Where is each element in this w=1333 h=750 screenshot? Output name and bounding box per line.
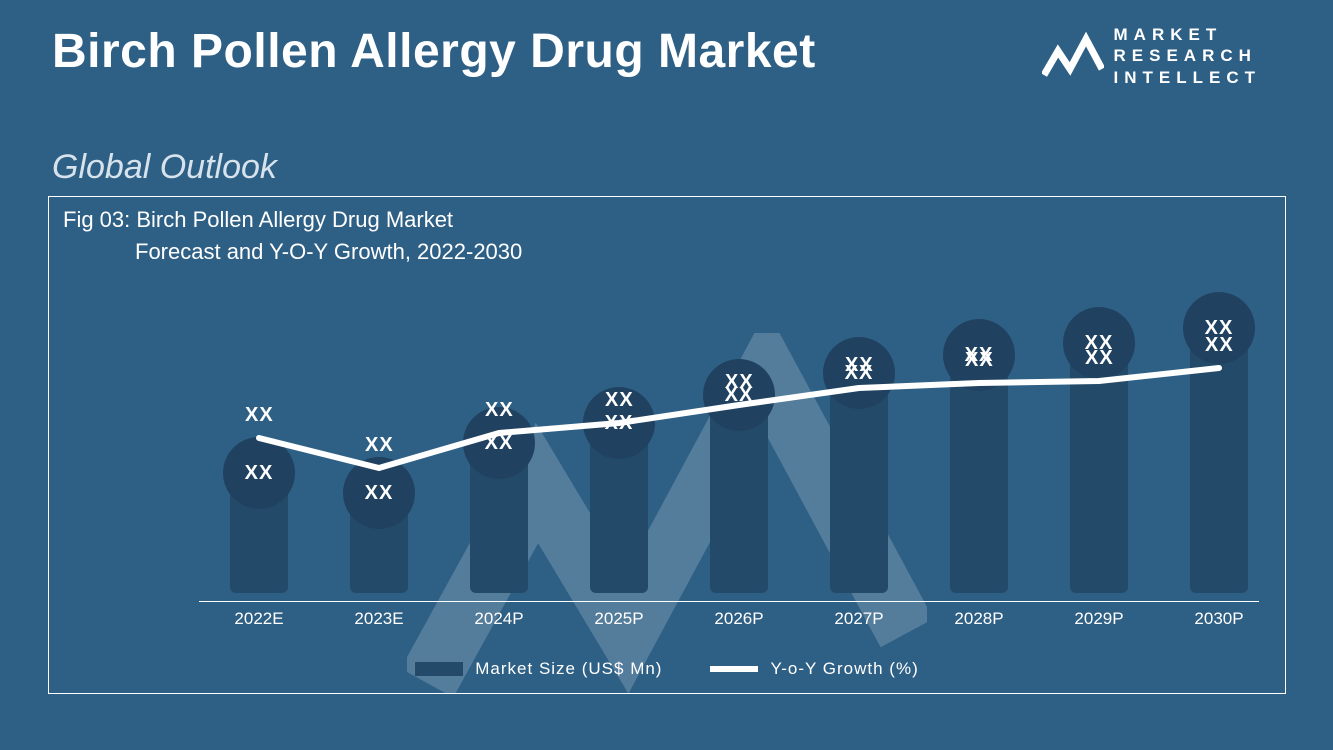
x-axis-label: 2029P <box>1059 609 1139 629</box>
chart-line-label: XX <box>725 371 754 394</box>
chart-frame: Fig 03: Birch Pollen Allergy Drug Market… <box>48 196 1286 694</box>
figure-caption-line-2: Forecast and Y-O-Y Growth, 2022-2030 <box>135 239 522 265</box>
logo-line-3: INTELLECT <box>1114 67 1262 88</box>
chart-line-label: XX <box>845 354 874 377</box>
x-axis-label: 2022E <box>219 609 299 629</box>
page-title: Birch Pollen Allergy Drug Market <box>52 24 816 79</box>
figure-caption-line-1: Fig 03: Birch Pollen Allergy Drug Market <box>63 207 453 232</box>
logo-line-2: RESEARCH <box>1114 45 1262 66</box>
x-axis-label: 2030P <box>1179 609 1259 629</box>
legend-swatch-line <box>710 666 758 672</box>
chart-bubble: XX <box>343 457 415 529</box>
legend-item-line: Y-o-Y Growth (%) <box>710 659 918 679</box>
logo-text: MARKET RESEARCH INTELLECT <box>1114 24 1262 88</box>
chart-plot: XXXXXXXXXXXXXXXXXXXXXXXXXXXXXXXXXXXX <box>199 283 1259 593</box>
chart-line-label: XX <box>245 404 274 427</box>
chart-line-label: XX <box>1205 334 1234 357</box>
figure-caption: Fig 03: Birch Pollen Allergy Drug Market… <box>63 207 522 265</box>
logo-mark-icon <box>1042 31 1104 81</box>
chart-line-label: XX <box>365 434 394 457</box>
chart-bubble: XX <box>223 437 295 509</box>
legend-label-line: Y-o-Y Growth (%) <box>770 659 918 679</box>
chart-line-label: XX <box>485 399 514 422</box>
x-axis-label: 2023E <box>339 609 419 629</box>
chart-line-label: XX <box>1085 347 1114 370</box>
chart-bubble: XX <box>703 359 775 431</box>
chart-line-label: XX <box>605 389 634 412</box>
logo-line-1: MARKET <box>1114 24 1262 45</box>
x-axis <box>199 601 1259 602</box>
x-axis-label: 2025P <box>579 609 659 629</box>
chart-bar <box>1190 328 1248 593</box>
chart-bar <box>1070 343 1128 593</box>
x-axis-label: 2026P <box>699 609 779 629</box>
x-axis-label: 2028P <box>939 609 1019 629</box>
subtitle: Global Outlook <box>52 148 277 187</box>
x-axis-label: 2024P <box>459 609 539 629</box>
x-axis-label: 2027P <box>819 609 899 629</box>
legend-swatch-bar <box>415 662 463 676</box>
chart-legend: Market Size (US$ Mn) Y-o-Y Growth (%) <box>49 659 1285 679</box>
chart-line-label: XX <box>965 349 994 372</box>
legend-item-bar: Market Size (US$ Mn) <box>415 659 662 679</box>
brand-logo: MARKET RESEARCH INTELLECT <box>1042 24 1262 88</box>
legend-label-bar: Market Size (US$ Mn) <box>475 659 662 679</box>
